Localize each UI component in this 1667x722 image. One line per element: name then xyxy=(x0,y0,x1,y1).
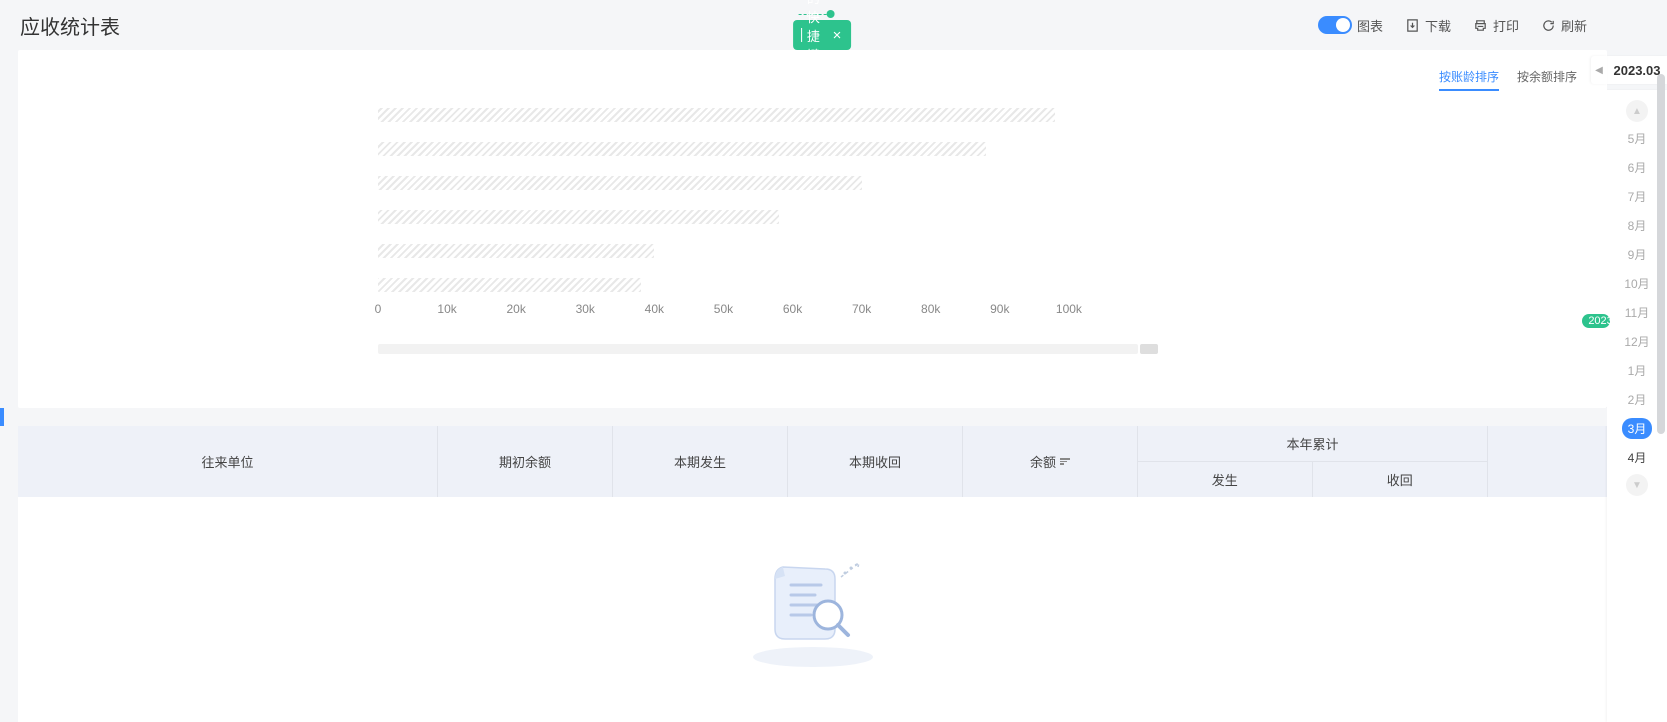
x-axis: 0 10k 20k 30k 40k 50k 60k 70k 80k 90k 100k xyxy=(378,302,1138,318)
col-balance[interactable]: 余额 xyxy=(963,426,1138,497)
refresh-label: 刷新 xyxy=(1561,16,1587,35)
col-unit: 往来单位 xyxy=(18,426,438,497)
page-scrollbar[interactable] xyxy=(1657,50,1665,710)
chart-toggle-label: 图表 xyxy=(1357,16,1383,35)
col-ytd-occur: 发生 xyxy=(1138,462,1313,497)
x-tick: 50k xyxy=(714,302,733,316)
page-scrollbar-thumb[interactable] xyxy=(1657,74,1665,434)
month-item[interactable]: 8月 xyxy=(1622,215,1653,236)
section-accent xyxy=(0,408,4,426)
month-item[interactable]: 11月 xyxy=(1619,302,1655,323)
bar-chart xyxy=(378,108,1567,292)
chart-bar xyxy=(378,278,641,292)
x-tick: 60k xyxy=(783,302,802,316)
month-item[interactable]: 10月 xyxy=(1618,273,1655,294)
month-item[interactable]: 2月 xyxy=(1622,389,1653,410)
chart-bar xyxy=(378,244,654,258)
chart-bar xyxy=(378,176,862,190)
page-title: 应收统计表 xyxy=(18,11,120,40)
header-bar: 应收统计表 快速录单的快捷键说明在这里 × 图表 xyxy=(18,0,1607,50)
month-item[interactable]: 9月 xyxy=(1622,244,1653,265)
sort-icon xyxy=(1060,458,1070,465)
col-recover: 本期收回 xyxy=(788,426,963,497)
x-tick: 70k xyxy=(852,302,871,316)
chart-bar xyxy=(378,108,1055,122)
empty-state xyxy=(18,497,1607,722)
chart-scroll-track[interactable] xyxy=(378,344,1138,354)
month-item[interactable]: 6月 xyxy=(1622,157,1653,178)
x-tick: 10k xyxy=(437,302,456,316)
month-item[interactable]: 4月 xyxy=(1622,447,1653,468)
chart-bar xyxy=(378,142,986,156)
col-opening: 期初余额 xyxy=(438,426,613,497)
chart-toggle[interactable] xyxy=(1318,16,1352,34)
empty-illustration xyxy=(733,537,893,677)
x-tick: 40k xyxy=(645,302,664,316)
print-button[interactable]: 打印 xyxy=(1473,16,1519,35)
chart-scroll-thumb[interactable] xyxy=(1140,344,1158,354)
download-icon xyxy=(1405,18,1420,33)
chart-toggle-group: 图表 xyxy=(1318,16,1383,35)
col-ytd-recover: 收回 xyxy=(1313,462,1488,497)
print-label: 打印 xyxy=(1493,16,1519,35)
close-icon[interactable]: × xyxy=(833,27,842,44)
table-header: 往来单位 期初余额 本期发生 本期收回 余额 本年累计 发生 收回 xyxy=(18,426,1607,497)
download-label: 下载 xyxy=(1425,16,1451,35)
col-ytd-group: 本年累计 发生 收回 xyxy=(1138,426,1488,497)
month-item[interactable]: 1月 xyxy=(1622,360,1653,381)
x-tick: 90k xyxy=(990,302,1009,316)
x-tick: 80k xyxy=(921,302,940,316)
refresh-button[interactable]: 刷新 xyxy=(1541,16,1587,35)
month-item[interactable]: 7月 xyxy=(1622,186,1653,207)
x-tick: 20k xyxy=(506,302,525,316)
table-card: 往来单位 期初余额 本期发生 本期收回 余额 本年累计 发生 收回 xyxy=(18,426,1607,722)
month-item[interactable]: 3月 xyxy=(1622,418,1653,439)
x-tick: 30k xyxy=(576,302,595,316)
print-icon xyxy=(1473,18,1488,33)
month-item[interactable]: 5月 xyxy=(1622,128,1653,149)
refresh-icon xyxy=(1541,18,1556,33)
date-rail-collapse[interactable]: ◀ xyxy=(1591,56,1607,84)
chart-card: 按账龄排序 按余额排序 010k20k30k40k50k60k70k80k90k… xyxy=(18,50,1607,408)
col-balance-label: 余额 xyxy=(1030,452,1056,471)
chart-bar xyxy=(378,210,779,224)
tip-banner: 快速录单的快捷键说明在这里 × xyxy=(793,20,852,50)
col-occur: 本期发生 xyxy=(613,426,788,497)
col-ytd-label: 本年累计 xyxy=(1138,426,1487,462)
download-button[interactable]: 下载 xyxy=(1405,16,1451,35)
year-badge: 2023 xyxy=(1582,314,1609,328)
month-item[interactable]: 12月 xyxy=(1618,331,1655,352)
month-up-button[interactable]: ▲ xyxy=(1626,100,1648,122)
month-down-button[interactable]: ▼ xyxy=(1626,474,1648,496)
x-tick: 0 xyxy=(375,302,382,316)
x-tick: 100k xyxy=(1056,302,1082,316)
